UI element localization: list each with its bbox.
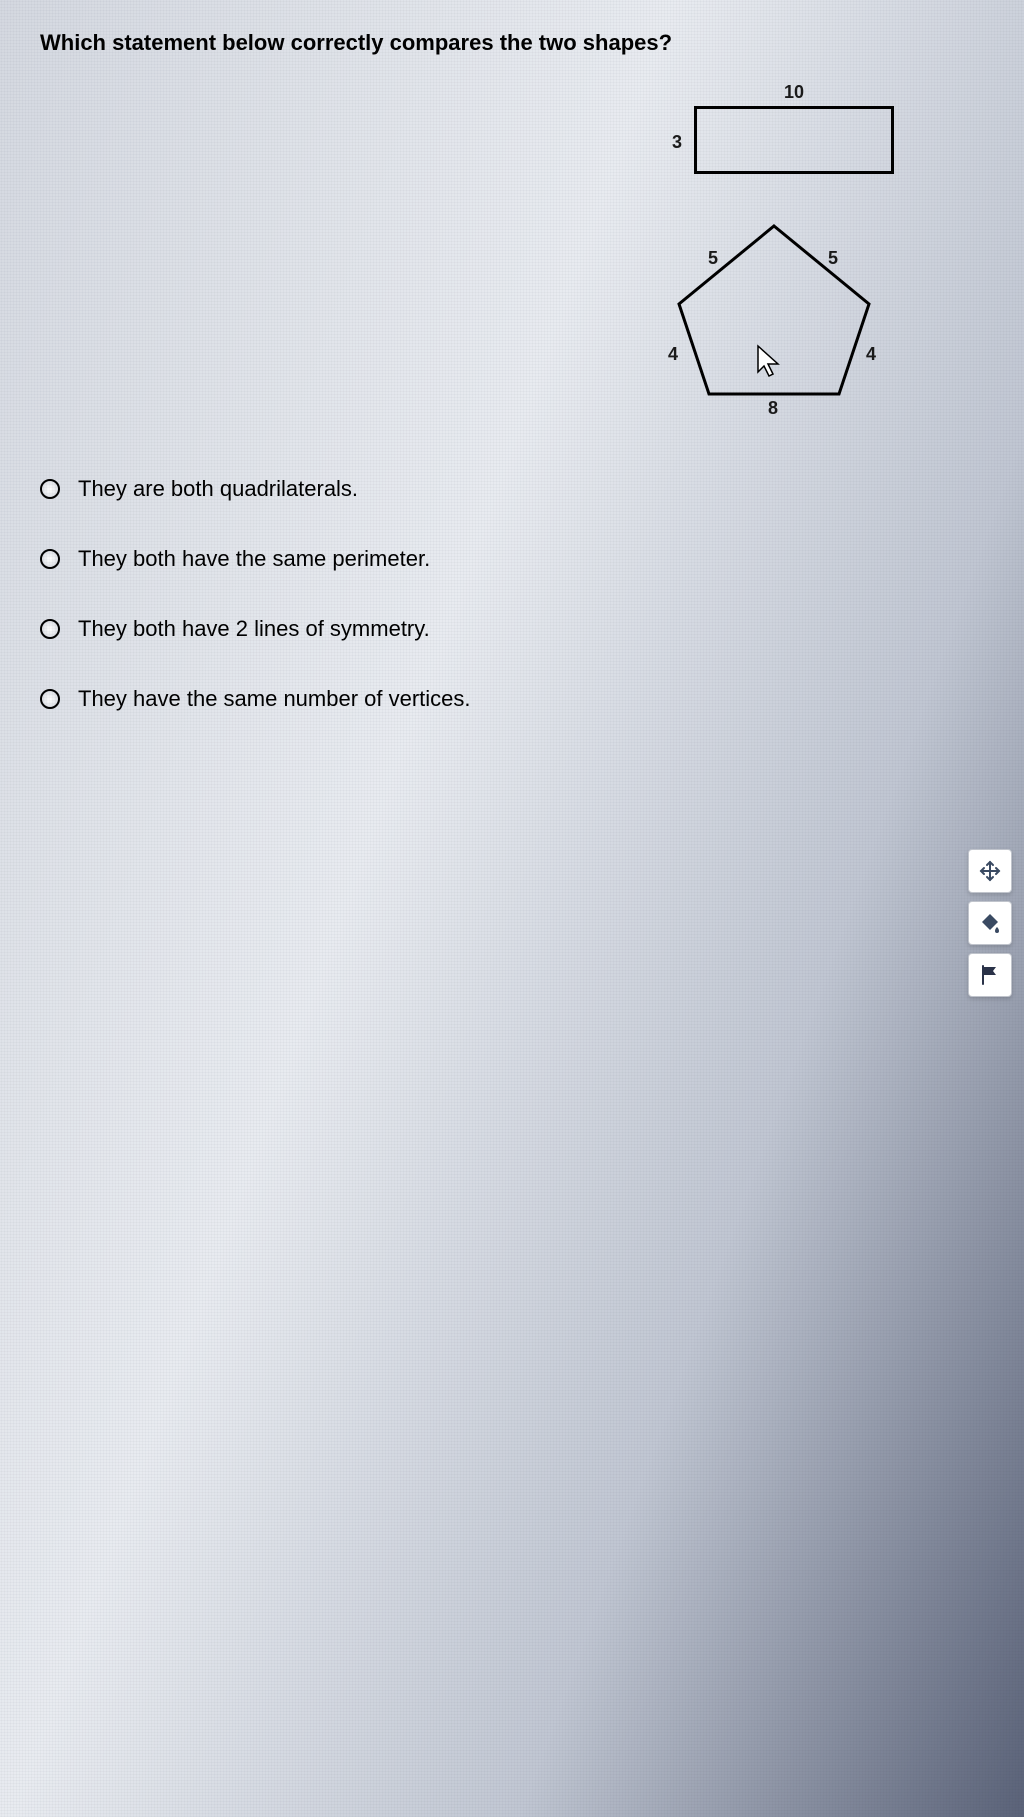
option-b[interactable]: They both have the same perimeter.	[40, 546, 984, 572]
move-tool-button[interactable]	[968, 849, 1012, 893]
pentagon-label-top-right: 5	[828, 248, 838, 269]
rectangle-shape: 10 3	[674, 86, 894, 176]
pentagon-svg	[664, 216, 904, 416]
option-label: They both have the same perimeter.	[78, 546, 430, 572]
rectangle-outline	[694, 106, 894, 174]
rectangle-width-label: 10	[784, 82, 804, 103]
flag-icon	[978, 963, 1002, 987]
radio-icon[interactable]	[40, 479, 60, 499]
rectangle-height-label: 3	[672, 132, 682, 153]
radio-icon[interactable]	[40, 619, 60, 639]
option-label: They both have 2 lines of symmetry.	[78, 616, 430, 642]
option-a[interactable]: They are both quadrilaterals.	[40, 476, 984, 502]
option-label: They have the same number of vertices.	[78, 686, 471, 712]
pentagon-shape: 5 5 4 8 4	[664, 216, 904, 416]
option-c[interactable]: They both have 2 lines of symmetry.	[40, 616, 984, 642]
shapes-area: 10 3 5 5 4 8 4	[40, 86, 984, 416]
option-d[interactable]: They have the same number of vertices.	[40, 686, 984, 712]
flag-tool-button[interactable]	[968, 953, 1012, 997]
toolbar	[968, 849, 1012, 997]
question-prompt: Which statement below correctly compares…	[40, 30, 984, 56]
pentagon-label-right: 4	[866, 344, 876, 365]
pentagon-label-left: 4	[668, 344, 678, 365]
pentagon-label-top-left: 5	[708, 248, 718, 269]
radio-icon[interactable]	[40, 689, 60, 709]
paint-tool-button[interactable]	[968, 901, 1012, 945]
radio-icon[interactable]	[40, 549, 60, 569]
options-list: They are both quadrilaterals. They both …	[40, 476, 984, 712]
move-icon	[978, 859, 1002, 883]
option-label: They are both quadrilaterals.	[78, 476, 358, 502]
pentagon-label-bottom: 8	[768, 398, 778, 419]
paint-bucket-icon	[978, 911, 1002, 935]
